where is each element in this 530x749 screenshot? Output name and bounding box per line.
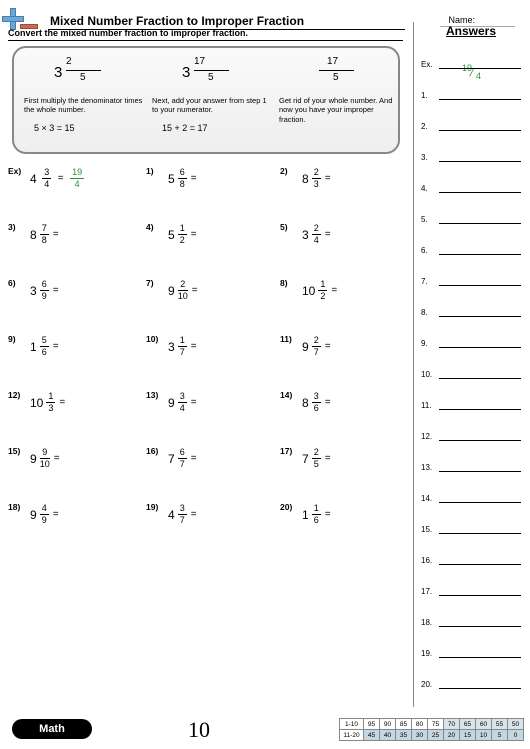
page-title: Mixed Number Fraction to Improper Fracti…	[50, 14, 304, 28]
guide-step-3: 17 5 Get rid of your whole number. And n…	[279, 58, 399, 124]
guide-step-2: 3 17 5 Next, add your answer from step 1…	[152, 58, 272, 133]
footer: Math 10 1-1095908580757065605550 11-2045…	[8, 711, 524, 743]
guide2-whole: 3	[182, 64, 190, 81]
answer-row-1: 1.	[417, 77, 525, 108]
guide1-num: 2	[66, 56, 72, 67]
answer-row-7: 7.	[417, 263, 525, 294]
guide1-den: 5	[80, 72, 86, 83]
answer-row-3: 3.	[417, 139, 525, 170]
guide2-den: 5	[208, 72, 214, 83]
problems-grid: Ex) 4 34 = 194 1) 568= 2) 823= 3)878=4)5…	[8, 166, 406, 558]
answers-title: Answers	[417, 24, 525, 38]
example-answer: 194	[70, 168, 84, 189]
guide3-den: 5	[333, 72, 339, 83]
answer-row-19: 19.	[417, 635, 525, 666]
answer-row-6: 6.	[417, 232, 525, 263]
answers-divider	[413, 22, 414, 707]
answer-row-ex: Ex. 19/4	[417, 46, 525, 77]
worksheet-page: Mixed Number Fraction to Improper Fracti…	[0, 0, 530, 749]
guide-box: 3 2 5 First multiply the denominator tim…	[12, 46, 400, 154]
guide1-text: First multiply the denominator times the…	[24, 96, 144, 115]
guide2-text: Next, add your answer from step 1 to you…	[152, 96, 272, 115]
answer-row-5: 5.	[417, 201, 525, 232]
guide2-num: 17	[194, 56, 205, 67]
guide1-calc: 5 × 3 = 15	[24, 123, 144, 133]
guide3-text: Get rid of your whole number. And now yo…	[279, 96, 399, 124]
guide-step-1: 3 2 5 First multiply the denominator tim…	[24, 58, 144, 133]
header: Mixed Number Fraction to Improper Fracti…	[0, 6, 520, 26]
math-badge: Math	[12, 719, 92, 739]
answer-row-15: 15.	[417, 511, 525, 542]
answer-row-10: 10.	[417, 356, 525, 387]
score-grid: 1-1095908580757065605550 11-204540353025…	[339, 718, 524, 741]
answer-row-11: 11.	[417, 387, 525, 418]
page-number: 10	[188, 717, 210, 743]
answer-row-20: 20.	[417, 666, 525, 697]
answer-row-12: 12.	[417, 418, 525, 449]
answer-row-13: 13.	[417, 449, 525, 480]
answer-row-8: 8.	[417, 294, 525, 325]
answer-row-4: 4.	[417, 170, 525, 201]
instruction-underline	[8, 40, 403, 41]
instruction-text: Convert the mixed number fraction to imp…	[8, 28, 248, 38]
answer-row-2: 2.	[417, 108, 525, 139]
guide1-whole: 3	[54, 64, 62, 81]
guide3-num: 17	[327, 56, 338, 67]
answer-row-17: 17.	[417, 573, 525, 604]
answer-row-18: 18.	[417, 604, 525, 635]
answer-row-14: 14.	[417, 480, 525, 511]
guide2-calc: 15 + 2 = 17	[152, 123, 272, 133]
answers-column: Answers Ex. 19/4 1.2.3.4.5.6.7.8.9.10.11…	[417, 24, 525, 697]
answer-row-9: 9.	[417, 325, 525, 356]
answer-row-16: 16.	[417, 542, 525, 573]
